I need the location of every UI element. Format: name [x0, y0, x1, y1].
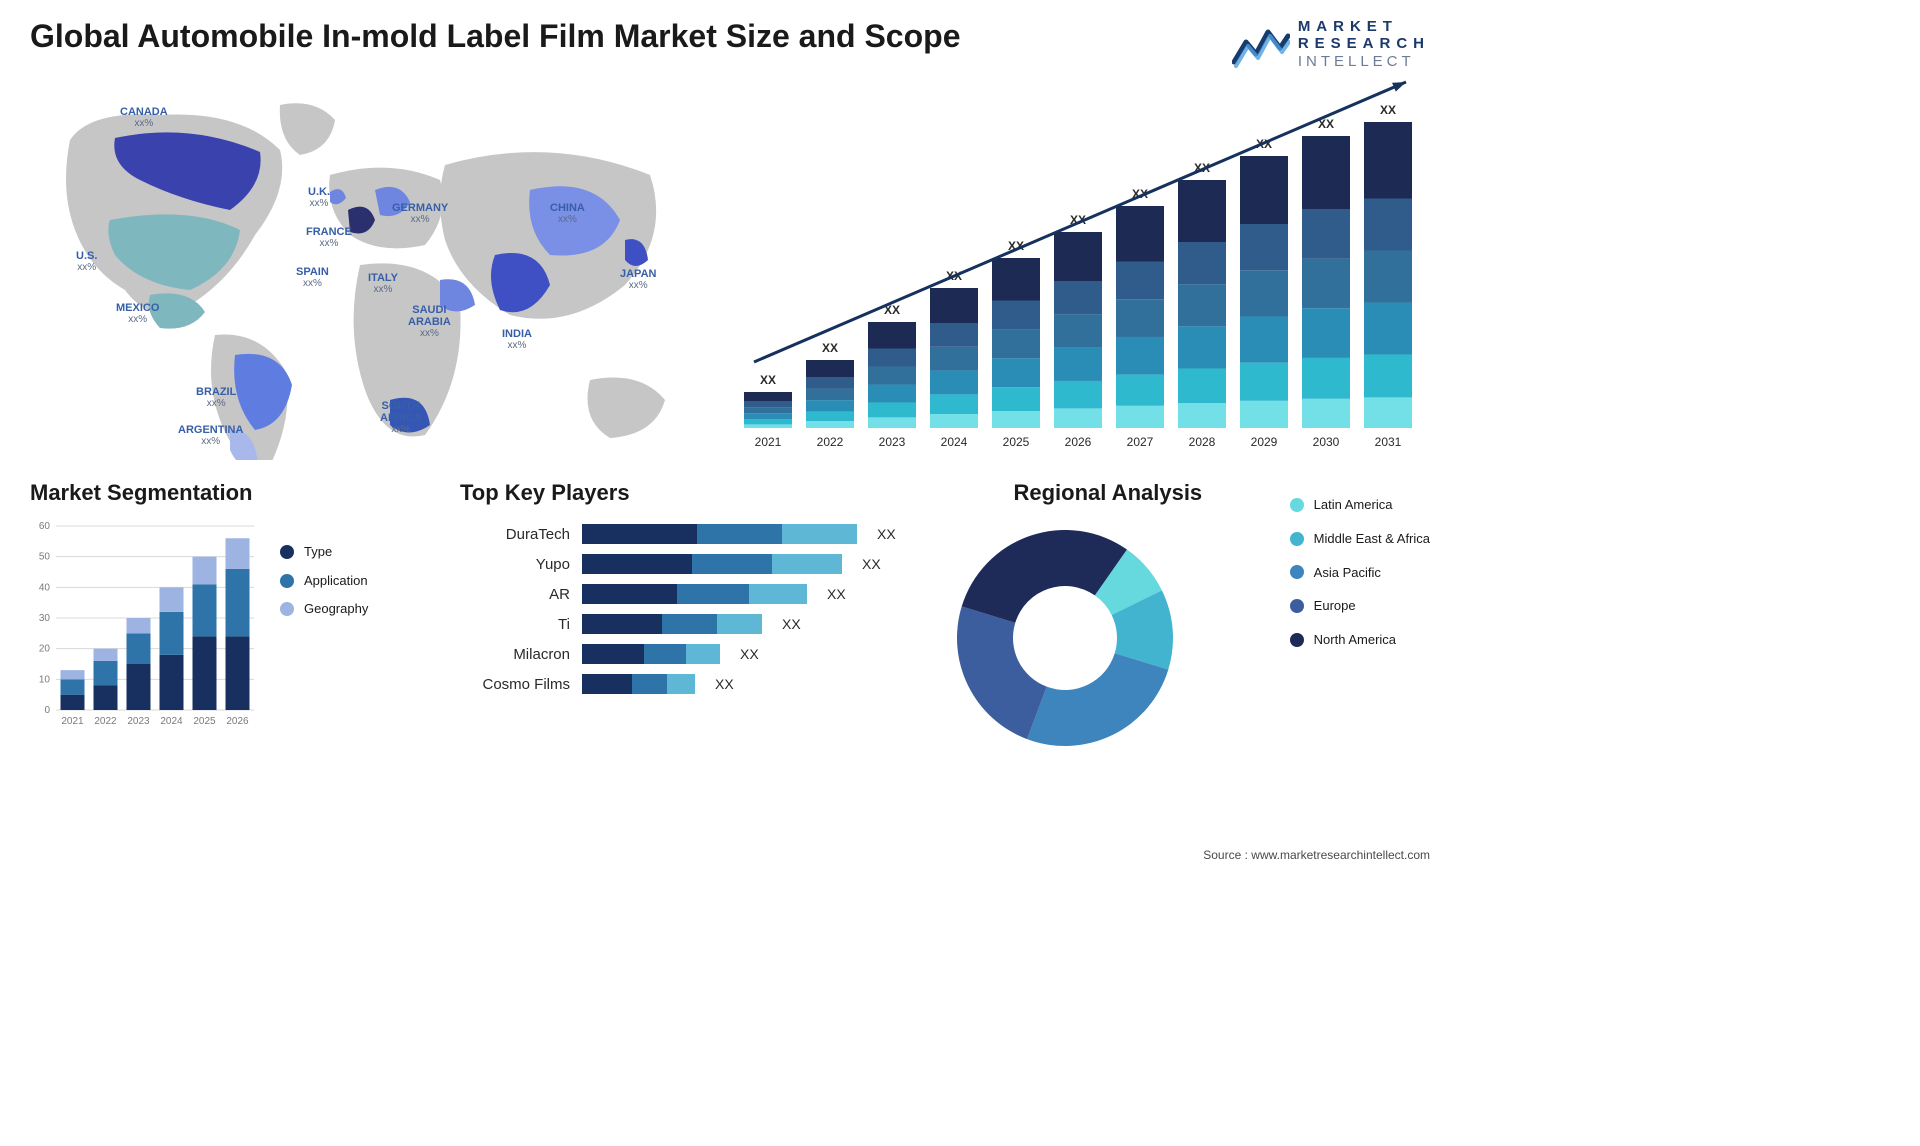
map-label: ARGENTINAxx%	[178, 424, 243, 447]
player-value: XX	[715, 676, 734, 692]
svg-text:2021: 2021	[61, 716, 84, 727]
player-row: Cosmo Films XX	[460, 674, 920, 694]
player-name: Yupo	[460, 556, 570, 573]
player-bar	[582, 644, 720, 664]
svg-text:2025: 2025	[1003, 435, 1030, 449]
regional-legend: Latin AmericaMiddle East & AfricaAsia Pa…	[1290, 480, 1430, 750]
map-label: U.S.xx%	[76, 250, 97, 273]
map-label: CHINAxx%	[550, 202, 585, 225]
logo-line2: RESEARCH	[1298, 35, 1430, 52]
player-bar	[582, 614, 762, 634]
brand-logo: MARKET RESEARCH INTELLECT	[1232, 18, 1430, 70]
regional-title: Regional Analysis	[950, 480, 1266, 506]
map-label: MEXICOxx%	[116, 302, 159, 325]
svg-text:2021: 2021	[755, 435, 782, 449]
segmentation-title: Market Segmentation	[30, 480, 430, 506]
svg-text:2028: 2028	[1189, 435, 1216, 449]
legend-item: Application	[280, 567, 368, 596]
player-name: Milacron	[460, 646, 570, 663]
player-value: XX	[827, 586, 846, 602]
player-name: Cosmo Films	[460, 676, 570, 693]
player-value: XX	[782, 616, 801, 632]
legend-item: Latin America	[1290, 488, 1430, 522]
svg-text:10: 10	[39, 674, 51, 685]
player-value: XX	[740, 646, 759, 662]
player-row: AR XX	[460, 584, 920, 604]
map-label: JAPANxx%	[620, 268, 656, 291]
legend-item: Type	[280, 538, 368, 567]
player-bar	[582, 584, 807, 604]
svg-text:2024: 2024	[941, 435, 968, 449]
player-name: DuraTech	[460, 526, 570, 543]
map-label: CANADAxx%	[120, 106, 168, 129]
legend-item: Europe	[1290, 589, 1430, 623]
growth-chart-panel: XX2021XX2022XX2023XX2024XX2025XX2026XX20…	[730, 80, 1430, 460]
svg-text:2027: 2027	[1127, 435, 1154, 449]
logo-mark-icon	[1232, 18, 1290, 70]
player-bar	[582, 674, 695, 694]
svg-text:2026: 2026	[226, 716, 249, 727]
svg-text:2023: 2023	[879, 435, 906, 449]
growth-chart: XX2021XX2022XX2023XX2024XX2025XX2026XX20…	[730, 80, 1430, 460]
map-label: GERMANYxx%	[392, 202, 448, 225]
svg-text:XX: XX	[1380, 103, 1396, 117]
map-label: SAUDIARABIAxx%	[408, 304, 451, 339]
svg-text:2024: 2024	[160, 716, 183, 727]
legend-item: Geography	[280, 595, 368, 624]
svg-text:XX: XX	[822, 341, 838, 355]
svg-text:2029: 2029	[1251, 435, 1278, 449]
map-label: U.K.xx%	[308, 186, 330, 209]
svg-text:30: 30	[39, 613, 51, 624]
player-row: Yupo XX	[460, 554, 920, 574]
svg-text:2025: 2025	[193, 716, 216, 727]
player-row: DuraTech XX	[460, 524, 920, 544]
player-name: AR	[460, 586, 570, 603]
map-label: BRAZILxx%	[196, 386, 236, 409]
world-map-panel: CANADAxx% U.S.xx% MEXICOxx% BRAZILxx% ARGENT…	[30, 80, 690, 460]
segmentation-panel: Market Segmentation 0 10 20 30 40 50 60 2021 202…	[30, 480, 430, 750]
logo-line3: INTELLECT	[1298, 53, 1430, 70]
players-title: Top Key Players	[460, 480, 920, 506]
svg-text:40: 40	[39, 582, 51, 593]
player-bar	[582, 554, 842, 574]
regional-donut	[950, 520, 1180, 750]
player-name: Ti	[460, 616, 570, 633]
svg-text:2031: 2031	[1375, 435, 1402, 449]
map-label: SOUTHAFRICAxx%	[380, 400, 422, 435]
logo-line1: MARKET	[1298, 18, 1430, 35]
player-row: Milacron XX	[460, 644, 920, 664]
player-value: XX	[862, 556, 881, 572]
page-title: Global Automobile In-mold Label Film Mar…	[30, 18, 960, 55]
svg-text:20: 20	[39, 644, 51, 655]
players-panel: Top Key Players DuraTech XX Yupo XX AR XX Ti XX…	[460, 480, 920, 750]
svg-text:0: 0	[44, 705, 50, 716]
svg-text:60: 60	[39, 521, 51, 532]
segmentation-chart: 0 10 20 30 40 50 60 2021 2022 2023 2024 2025 2026	[30, 520, 260, 730]
player-value: XX	[877, 526, 896, 542]
svg-text:2023: 2023	[127, 716, 150, 727]
svg-text:2022: 2022	[94, 716, 117, 727]
svg-text:50: 50	[39, 552, 51, 563]
world-map	[30, 80, 690, 460]
legend-item: Middle East & Africa	[1290, 522, 1430, 556]
svg-text:2022: 2022	[817, 435, 844, 449]
player-row: Ti XX	[460, 614, 920, 634]
legend-item: North America	[1290, 623, 1430, 657]
map-label: SPAINxx%	[296, 266, 329, 289]
regional-panel: Regional Analysis Latin AmericaMiddle Ea…	[950, 480, 1430, 750]
segmentation-legend: TypeApplicationGeography	[280, 520, 368, 730]
svg-text:2026: 2026	[1065, 435, 1092, 449]
map-label: FRANCExx%	[306, 226, 352, 249]
svg-text:XX: XX	[760, 373, 776, 387]
map-label: INDIAxx%	[502, 328, 532, 351]
map-label: ITALYxx%	[368, 272, 398, 295]
svg-text:2030: 2030	[1313, 435, 1340, 449]
legend-item: Asia Pacific	[1290, 556, 1430, 590]
source-text: Source : www.marketresearchintellect.com	[1203, 848, 1430, 862]
player-bar	[582, 524, 857, 544]
players-list: DuraTechXXYupoXXARXXTiXXMilacronXXCosmo …	[460, 520, 920, 694]
